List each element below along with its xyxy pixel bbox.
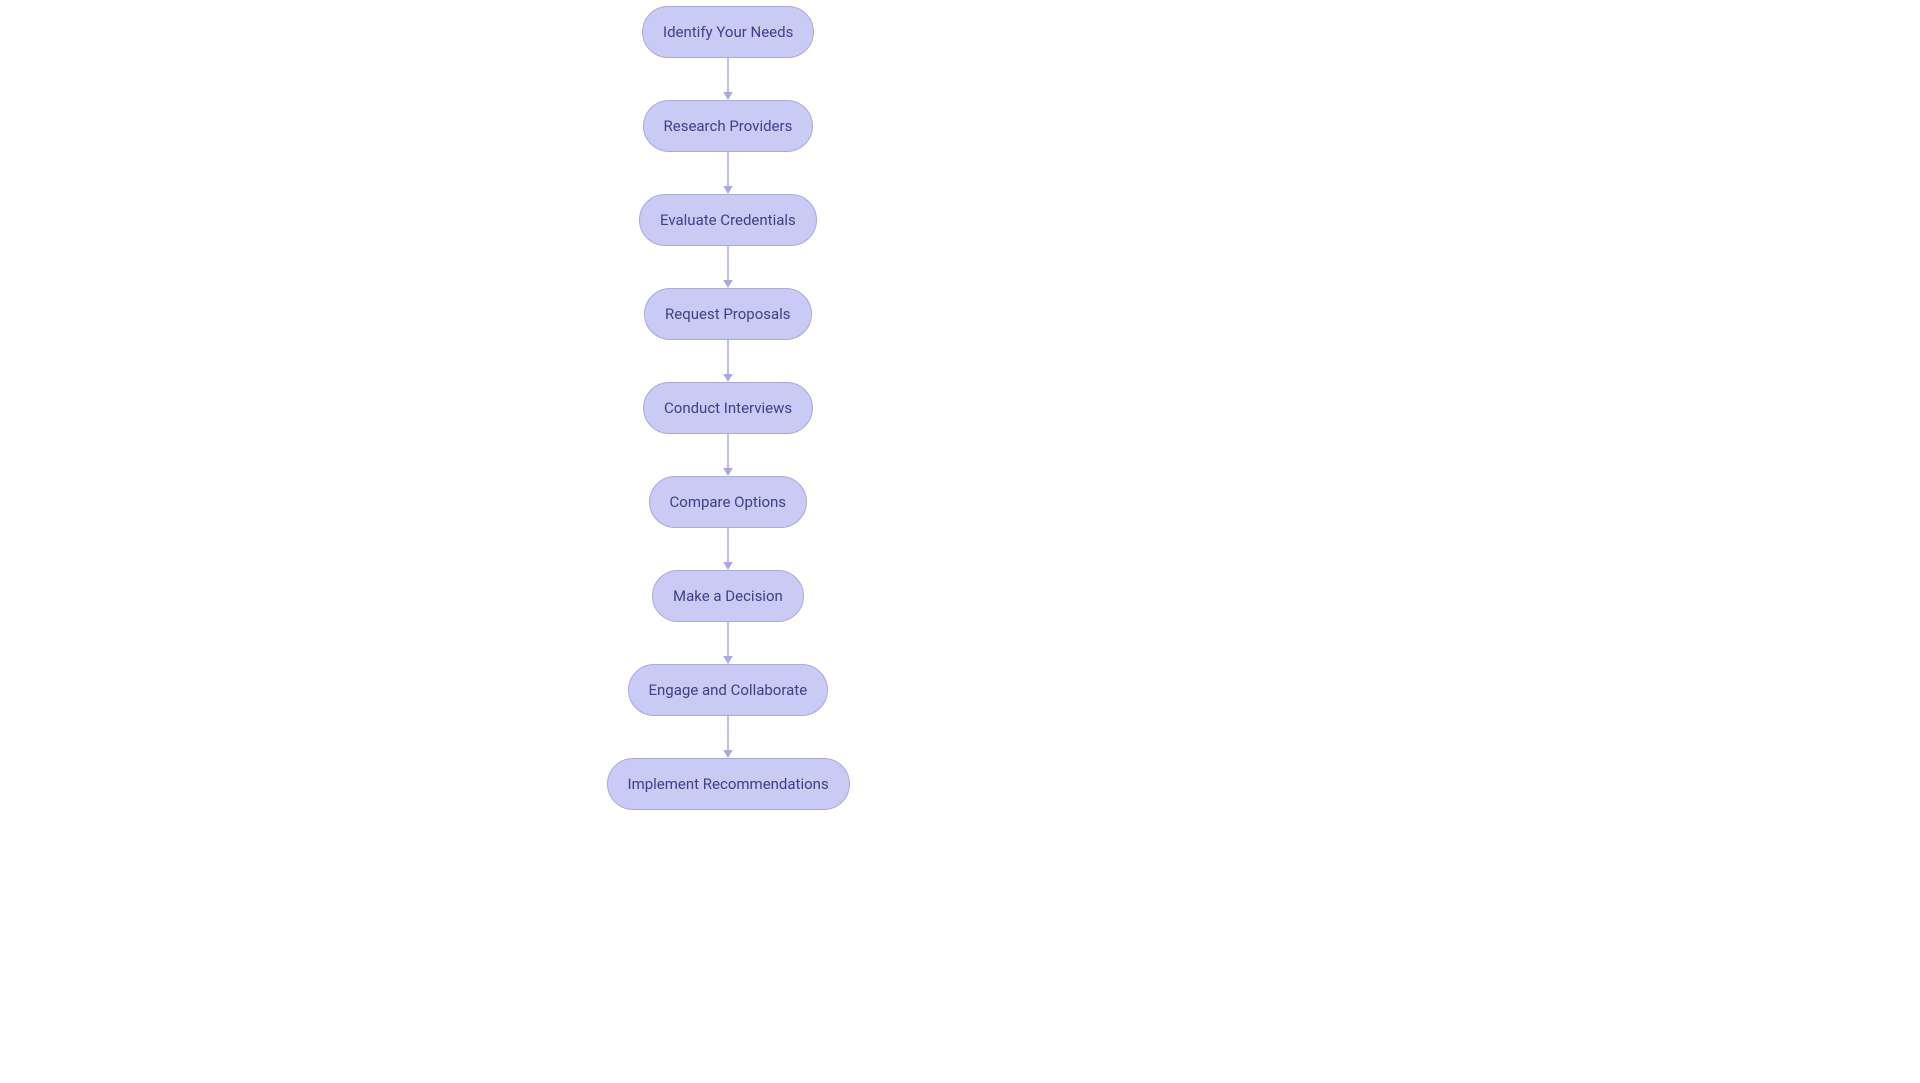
arrow-down-icon	[723, 374, 733, 382]
flowchart-node-label: Identify Your Needs	[663, 25, 793, 40]
flowchart-edge	[720, 152, 736, 194]
flowchart-edge	[720, 434, 736, 476]
flowchart-edge	[720, 622, 736, 664]
flowchart-edge	[720, 246, 736, 288]
arrow-down-icon	[723, 92, 733, 100]
arrow-down-icon	[723, 562, 733, 570]
flowchart-node: Conduct Interviews	[643, 382, 813, 434]
flowchart-node: Identify Your Needs	[642, 6, 814, 58]
flowchart-edge	[720, 528, 736, 570]
flowchart-node-label: Engage and Collaborate	[649, 683, 808, 698]
arrow-down-icon	[723, 186, 733, 194]
arrow-down-icon	[723, 468, 733, 476]
flowchart-edge	[720, 340, 736, 382]
flowchart-node: Research Providers	[643, 100, 814, 152]
flowchart-node-label: Compare Options	[670, 495, 787, 510]
flowchart-node-label: Conduct Interviews	[664, 401, 792, 416]
flowchart-canvas: Identify Your Needs Research Providers Eva…	[0, 0, 1920, 1083]
flowchart-edge	[720, 716, 736, 758]
flowchart-edge	[720, 58, 736, 100]
flowchart-node: Engage and Collaborate	[628, 664, 829, 716]
arrow-down-icon	[723, 656, 733, 664]
flowchart-node-label: Request Proposals	[665, 307, 791, 322]
flowchart-node-label: Make a Decision	[673, 589, 783, 604]
flowchart-node: Implement Recommendations	[607, 758, 850, 810]
flowchart-node: Evaluate Credentials	[639, 194, 817, 246]
flowchart-node-label: Evaluate Credentials	[660, 213, 796, 228]
flowchart-node-label: Research Providers	[664, 119, 793, 134]
flowchart-node: Request Proposals	[644, 288, 812, 340]
flowchart-node: Compare Options	[649, 476, 808, 528]
arrow-down-icon	[723, 280, 733, 288]
flowchart-node-label: Implement Recommendations	[628, 777, 829, 792]
flowchart-node: Make a Decision	[652, 570, 804, 622]
arrow-down-icon	[723, 750, 733, 758]
